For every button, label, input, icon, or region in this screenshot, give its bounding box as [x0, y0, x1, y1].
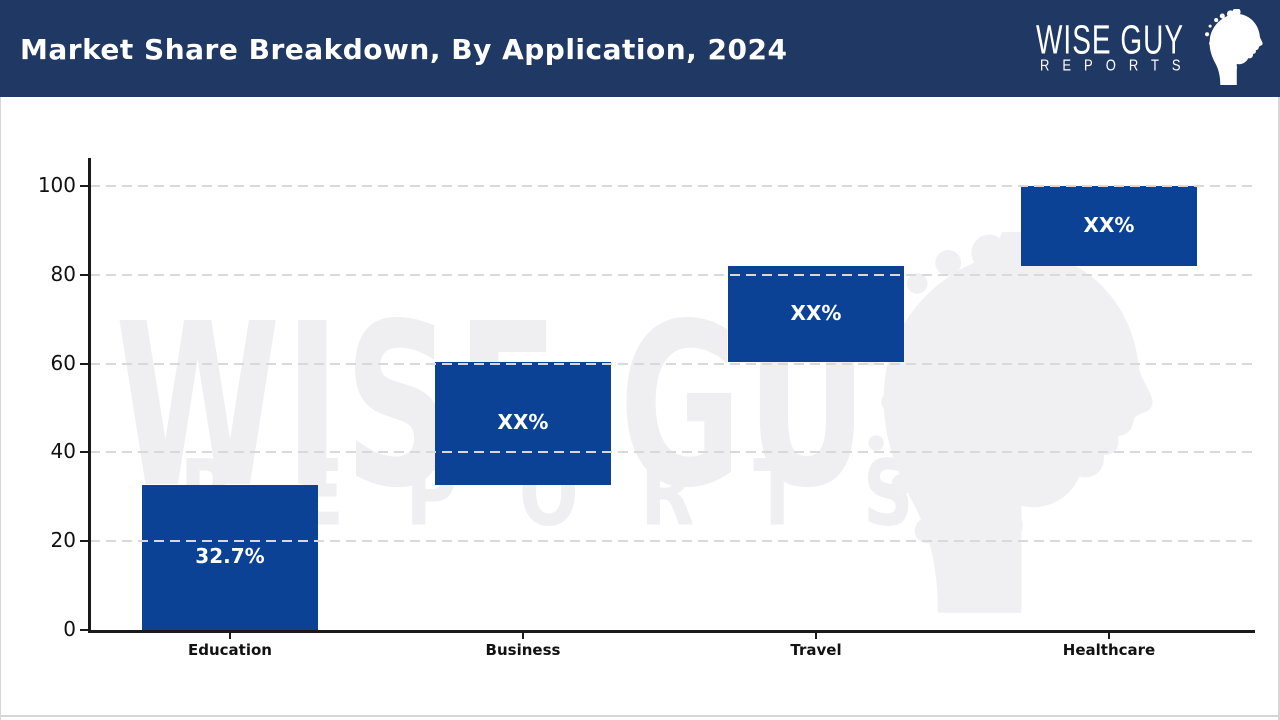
- xtick-mark: [815, 632, 817, 639]
- bar-value-label: XX%: [497, 410, 549, 435]
- frame-border-left: [0, 0, 1, 720]
- ytick-mark: [80, 451, 88, 454]
- category-label: Healthcare: [1062, 641, 1156, 659]
- ytick-mark: [80, 629, 88, 631]
- gridline: [90, 451, 1255, 454]
- y-axis-line: [88, 158, 91, 632]
- ytick-mark: [80, 185, 88, 187]
- x-axis-line: [88, 630, 1255, 633]
- bar: [142, 484, 318, 630]
- logo-wordmark: WISE GUY: [1036, 17, 1185, 62]
- ytick-label: 100: [37, 173, 76, 197]
- category-label: Education: [188, 641, 272, 659]
- gridline: [90, 362, 1255, 365]
- ytick-label: 80: [50, 261, 76, 286]
- header-bar: Market Share Breakdown, By Application, …: [0, 0, 1280, 97]
- bar-value-label: 32.7%: [195, 544, 265, 569]
- ytick-label: 60: [50, 350, 76, 375]
- xtick-mark: [229, 632, 231, 639]
- category-label: Travel: [790, 641, 842, 659]
- bar: [1021, 186, 1197, 266]
- xtick-mark: [1108, 632, 1110, 639]
- ytick-mark: [80, 273, 88, 276]
- xtick-mark: [522, 632, 524, 639]
- logo-face-icon: [1205, 9, 1263, 86]
- ytick-label: 40: [50, 439, 76, 464]
- bar: [435, 361, 611, 485]
- ytick-label: 0: [63, 617, 76, 641]
- page-title: Market Share Breakdown, By Application, …: [20, 33, 788, 66]
- bar-value-label: XX%: [790, 300, 842, 325]
- gridline: [90, 273, 1255, 276]
- brand-logo: WISE GUY REPORTS: [1028, 0, 1268, 97]
- gridline: [90, 185, 1255, 187]
- gridline: [90, 540, 1255, 543]
- ytick-label: 20: [50, 528, 76, 553]
- bar: [728, 265, 904, 362]
- frame-border-right: [1278, 0, 1280, 720]
- ytick-mark: [80, 362, 88, 365]
- ytick-mark: [80, 540, 88, 543]
- category-label: Business: [485, 641, 561, 659]
- logo-reports-text: REPORTS: [1040, 56, 1194, 74]
- frame-border-bottom: [0, 715, 1280, 717]
- bar-value-label: XX%: [1083, 212, 1135, 237]
